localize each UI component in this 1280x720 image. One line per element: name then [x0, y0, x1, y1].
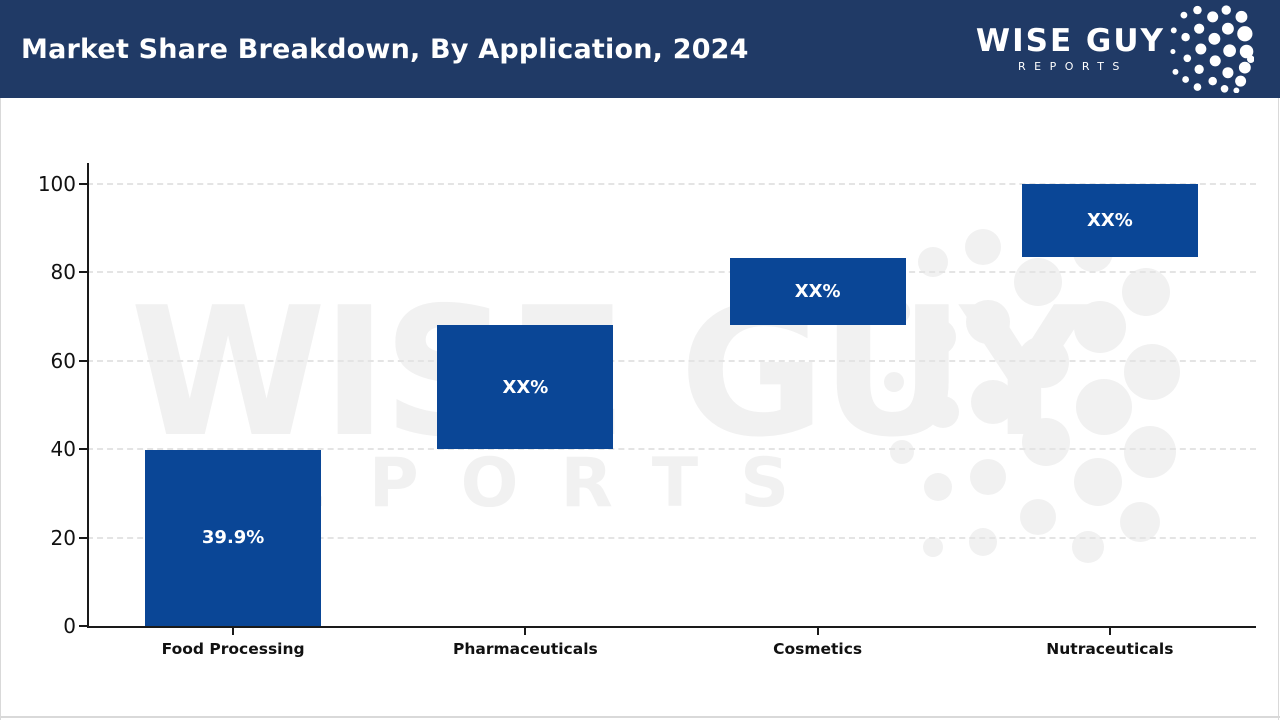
bar-nutraceuticals: XX%: [1021, 184, 1198, 258]
y-tick-label: 60: [50, 348, 76, 373]
gridline: [87, 359, 1256, 362]
figure-border-bottom: [0, 716, 1280, 718]
logo-wordmark: WISE GUY: [975, 23, 1165, 59]
category-label: Food Processing: [161, 640, 305, 658]
logo-subtitle: REPORTS: [1017, 60, 1128, 73]
bar-value-label: XX%: [794, 280, 841, 302]
y-tick-mark: [79, 536, 87, 539]
x-axis: [87, 626, 1256, 628]
wiseguy-logo: WISE GUY REPORTS: [976, 5, 1254, 93]
gridline: [87, 448, 1256, 451]
bar-pharmaceuticals: XX%: [437, 325, 614, 450]
figure-border-left: [0, 98, 1, 720]
y-tick-label: 0: [63, 614, 76, 638]
y-tick-mark: [79, 183, 87, 185]
bar-food-processing: 39.9%: [145, 449, 322, 626]
gridline: [87, 536, 1256, 539]
y-axis: [87, 163, 89, 628]
y-tick-label: 20: [50, 525, 76, 550]
chart-title: Market Share Breakdown, By Application, …: [21, 33, 749, 65]
category-label: Nutraceuticals: [1046, 640, 1174, 658]
bar-value-label: 39.9%: [201, 527, 265, 549]
x-tick-mark: [232, 627, 235, 635]
watermark-face-icon: [884, 229, 1180, 563]
bar-value-label: XX%: [1086, 210, 1133, 232]
x-tick-mark: [524, 627, 527, 635]
logo-text: WISE GUY REPORTS: [975, 23, 1165, 73]
y-tick-label: 100: [37, 172, 76, 196]
logo-face-icon: [1170, 5, 1254, 93]
figure-border-right: [1278, 98, 1279, 720]
header: Market Share Breakdown, By Application, …: [0, 0, 1280, 98]
x-tick-mark: [1108, 627, 1111, 635]
category-label: Cosmetics: [773, 640, 863, 658]
gridline: [87, 183, 1256, 185]
gridline: [87, 271, 1256, 274]
bar-value-label: XX%: [502, 376, 549, 398]
category-label: Pharmaceuticals: [452, 640, 598, 658]
y-tick-mark: [79, 448, 87, 451]
bar-cosmetics: XX%: [729, 257, 906, 325]
y-tick-mark: [79, 625, 87, 627]
y-tick-mark: [79, 359, 87, 362]
y-tick-label: 40: [50, 437, 76, 462]
x-tick-mark: [816, 627, 819, 635]
y-tick-mark: [79, 271, 87, 274]
y-tick-label: 80: [50, 260, 76, 285]
